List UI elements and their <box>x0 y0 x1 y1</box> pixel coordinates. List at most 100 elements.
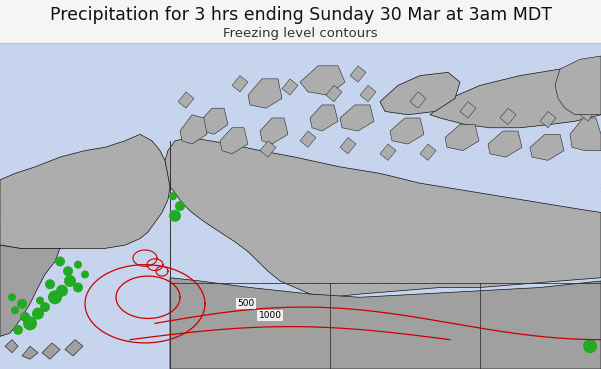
Point <box>196 179 206 185</box>
Point <box>513 173 522 179</box>
Point <box>584 226 593 232</box>
Point <box>0 237 9 243</box>
Point <box>144 182 154 188</box>
Text: 1000: 1000 <box>258 311 281 320</box>
Point <box>332 168 341 174</box>
Point <box>130 169 139 175</box>
Point <box>397 262 406 268</box>
Point <box>264 172 273 178</box>
Point <box>439 257 448 263</box>
Point <box>153 213 163 219</box>
Point <box>480 273 489 279</box>
Point <box>27 150 37 156</box>
Point <box>114 188 124 194</box>
Point <box>509 277 519 283</box>
Point <box>476 215 486 221</box>
Point <box>589 218 599 224</box>
Point <box>27 238 37 244</box>
Point <box>4 213 14 219</box>
Point <box>523 272 533 278</box>
Point <box>233 230 243 235</box>
Point <box>529 259 539 265</box>
Point <box>546 242 556 248</box>
Point <box>162 243 171 249</box>
Point <box>50 172 60 178</box>
Point <box>16 235 25 241</box>
Point <box>21 235 31 241</box>
Point <box>185 221 195 227</box>
Point <box>504 172 514 177</box>
Point <box>357 175 367 181</box>
Point <box>308 214 317 220</box>
Point <box>126 226 136 232</box>
Point <box>444 180 453 186</box>
Point <box>63 145 73 151</box>
Point <box>488 145 498 151</box>
Point <box>534 268 543 274</box>
Point <box>66 200 76 206</box>
Point <box>301 172 311 178</box>
Point <box>478 145 487 151</box>
Point <box>361 219 370 225</box>
Point <box>455 165 465 171</box>
Point <box>228 276 238 282</box>
Point <box>130 166 139 172</box>
Point <box>1 248 10 254</box>
Point <box>147 191 156 197</box>
Point <box>328 240 338 246</box>
Point <box>388 271 397 277</box>
Point <box>347 203 356 209</box>
Point <box>516 153 525 159</box>
Point <box>432 191 442 197</box>
Point <box>290 158 299 163</box>
Point <box>13 183 23 189</box>
Point <box>31 235 41 241</box>
Point <box>565 187 575 193</box>
Point <box>341 180 350 186</box>
Point <box>387 234 397 240</box>
Point <box>73 221 82 227</box>
Point <box>413 193 423 199</box>
Point <box>510 181 519 187</box>
Point <box>8 174 17 180</box>
Point <box>1 142 10 148</box>
Point <box>169 149 178 155</box>
Point <box>382 274 391 280</box>
Point <box>290 255 299 261</box>
Point <box>470 263 480 269</box>
Point <box>329 222 339 228</box>
Point <box>508 264 517 270</box>
Point <box>194 246 203 252</box>
Point <box>95 154 105 159</box>
Point <box>62 168 72 174</box>
Point <box>394 264 404 270</box>
Point <box>144 180 153 186</box>
Point <box>67 228 77 234</box>
Point <box>499 226 509 232</box>
Point <box>291 148 301 154</box>
Point <box>574 272 584 278</box>
Point <box>236 145 245 151</box>
Point <box>404 158 413 164</box>
Point <box>56 227 66 233</box>
Point <box>522 191 531 197</box>
Point <box>1 162 11 168</box>
Point <box>396 140 406 146</box>
Point <box>508 224 517 230</box>
Point <box>524 246 534 252</box>
Point <box>7 235 16 241</box>
Point <box>200 216 209 222</box>
Point <box>23 149 33 155</box>
Polygon shape <box>310 105 338 131</box>
Point <box>35 168 45 174</box>
Point <box>505 241 514 247</box>
Point <box>90 215 100 221</box>
Point <box>75 242 84 248</box>
Point <box>87 175 97 181</box>
Point <box>91 232 101 238</box>
Point <box>385 147 394 153</box>
Point <box>234 138 244 144</box>
Point <box>416 224 426 230</box>
Point <box>474 163 484 169</box>
Point <box>372 197 382 203</box>
